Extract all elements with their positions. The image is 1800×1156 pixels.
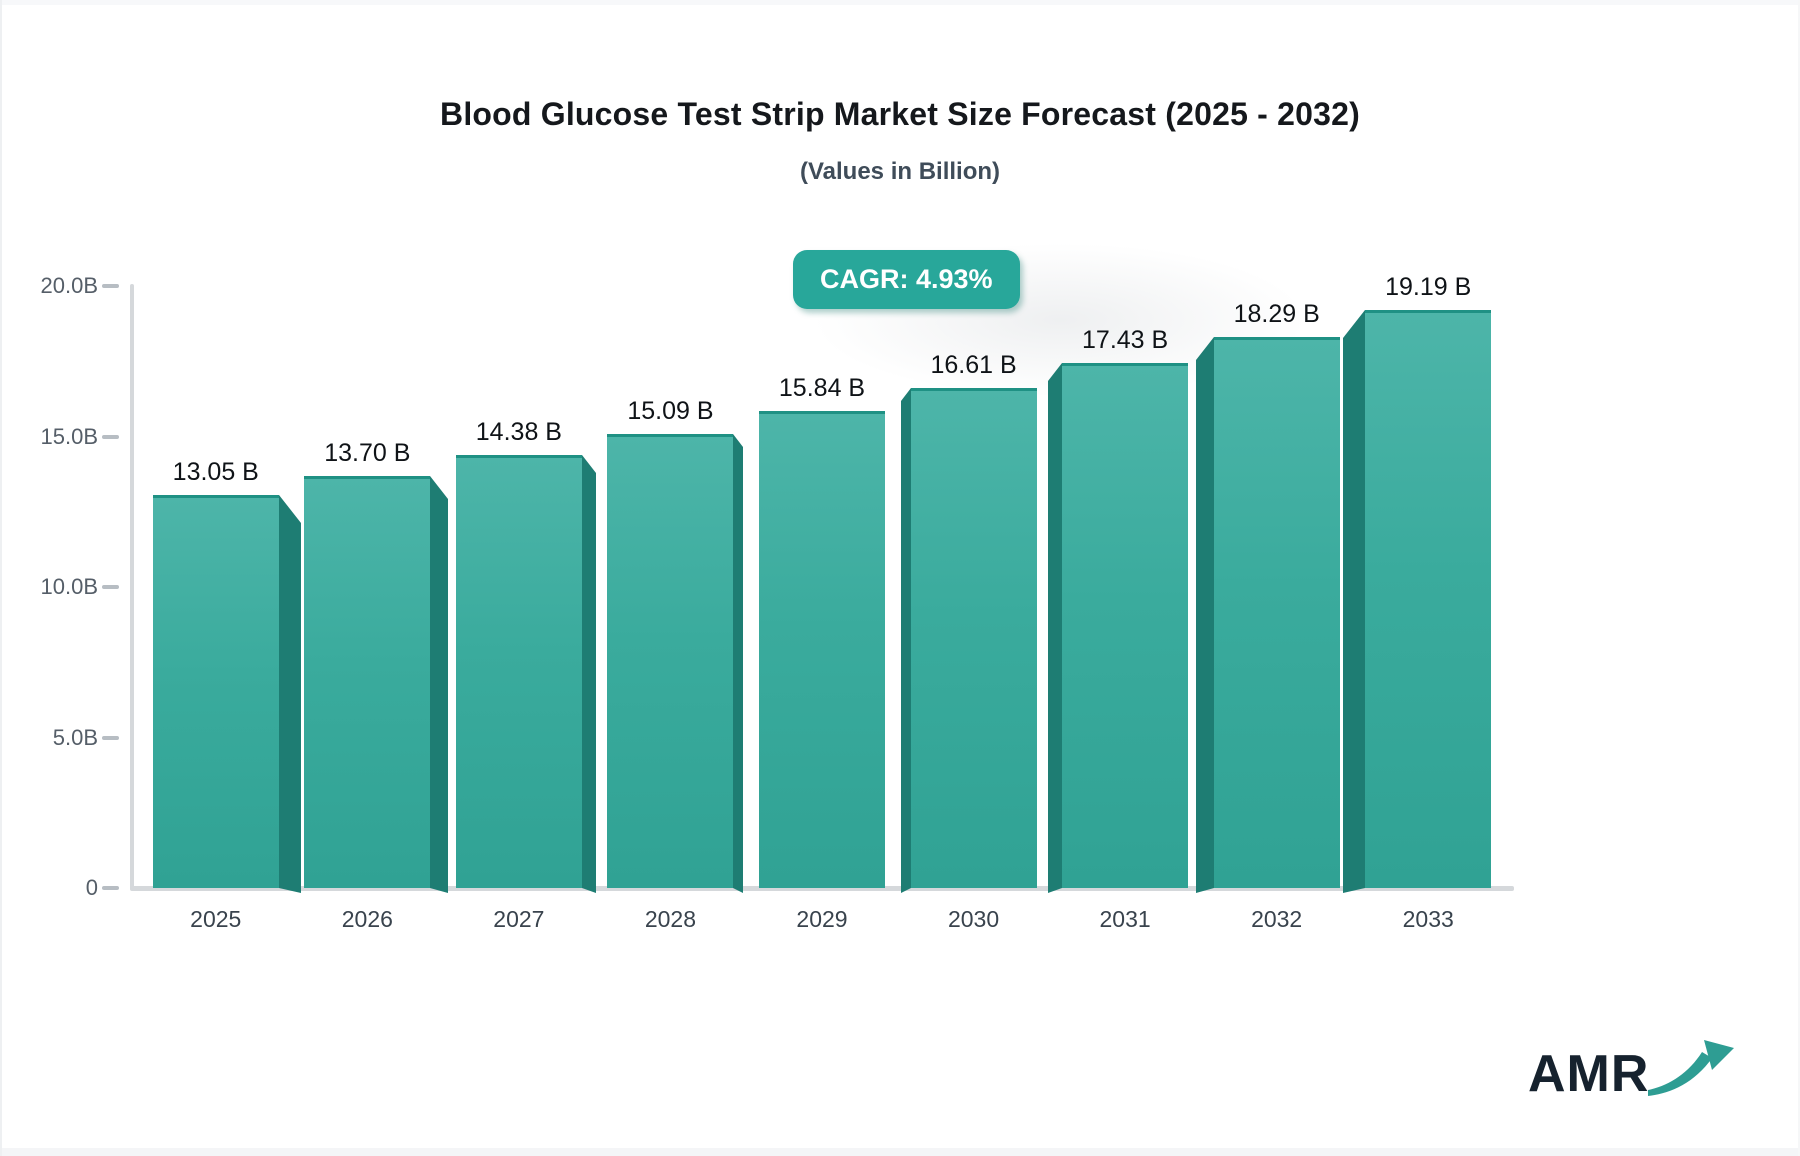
x-tick-label: 2029 xyxy=(796,906,848,932)
y-tick-label: 10.0B xyxy=(40,574,99,599)
bar-2032 xyxy=(1214,337,1340,888)
y-tick: 10.0B xyxy=(24,572,120,602)
bar-2025 xyxy=(153,495,279,888)
y-tick: 0 xyxy=(24,873,120,903)
bar-value-label: 19.19 B xyxy=(1385,273,1472,301)
y-tick-mark xyxy=(102,585,119,589)
bar-value-label: 13.05 B xyxy=(172,458,259,486)
bar-3d-side xyxy=(582,455,596,893)
x-tick-label: 2031 xyxy=(1099,906,1151,932)
y-tick-label: 15.0B xyxy=(40,423,99,449)
bar-2031 xyxy=(1062,363,1188,888)
bar-value-label: 15.09 B xyxy=(627,397,714,425)
bar-2028 xyxy=(607,434,733,888)
growth-arrow-icon xyxy=(1648,1040,1734,1096)
bar-value-label: 13.70 B xyxy=(324,439,411,467)
y-tick-mark xyxy=(102,886,119,890)
bar-3d-side xyxy=(430,476,448,893)
bar-3d-side xyxy=(901,388,911,893)
bar-2026 xyxy=(304,476,430,888)
bar-3d-side xyxy=(1048,363,1062,893)
bar-value-label: 16.61 B xyxy=(930,351,1017,379)
bar-3d-side xyxy=(733,434,743,893)
y-tick-label: 5.0B xyxy=(52,724,98,750)
y-tick-mark xyxy=(102,284,119,288)
y-tick-mark xyxy=(102,434,119,439)
y-tick: 15.0B xyxy=(24,422,120,452)
page-bottom-border xyxy=(0,1148,1800,1156)
cagr-badge: CAGR: 4.93% xyxy=(793,250,1020,309)
x-axis-line xyxy=(130,886,1514,891)
x-tick-label: 2032 xyxy=(1251,906,1303,932)
x-tick-label: 2027 xyxy=(493,906,545,932)
bar-value-label: 15.84 B xyxy=(778,374,866,402)
y-tick-mark xyxy=(102,735,119,740)
bar-3d-side xyxy=(279,495,301,893)
bar-value-label: 17.43 B xyxy=(1082,326,1169,354)
page-right-border xyxy=(1798,0,1800,1156)
y-tick-label: 20.0B xyxy=(40,273,99,298)
y-tick-label: 0 xyxy=(85,875,98,900)
page-top-border xyxy=(0,0,1800,5)
amr-logo: AMR xyxy=(1528,1032,1734,1118)
bar-3d-side xyxy=(1196,337,1214,893)
bar-value-label: 18.29 B xyxy=(1233,300,1320,328)
y-axis-line xyxy=(130,284,134,890)
bar-3d-side xyxy=(1343,310,1365,893)
y-tick: 20.0B xyxy=(24,271,120,301)
amr-logo-text: AMR xyxy=(1528,1045,1650,1103)
bar-2033 xyxy=(1365,310,1491,888)
bar-2030 xyxy=(911,388,1037,888)
page-left-border xyxy=(0,0,2,1156)
chart-title: Blood Glucose Test Strip Market Size For… xyxy=(440,96,1360,132)
y-tick: 5.0B xyxy=(24,723,120,753)
x-tick-label: 2028 xyxy=(644,906,697,932)
x-tick-label: 2025 xyxy=(190,906,242,932)
bar-2027 xyxy=(456,455,582,888)
bar-2029 xyxy=(759,411,885,888)
x-tick-label: 2026 xyxy=(341,906,393,932)
chart-subtitle: (Values in Billion) xyxy=(799,158,1001,185)
x-tick-label: 2030 xyxy=(947,906,1000,932)
bar-value-label: 14.38 B xyxy=(475,418,562,446)
x-tick-label: 2033 xyxy=(1402,906,1454,932)
